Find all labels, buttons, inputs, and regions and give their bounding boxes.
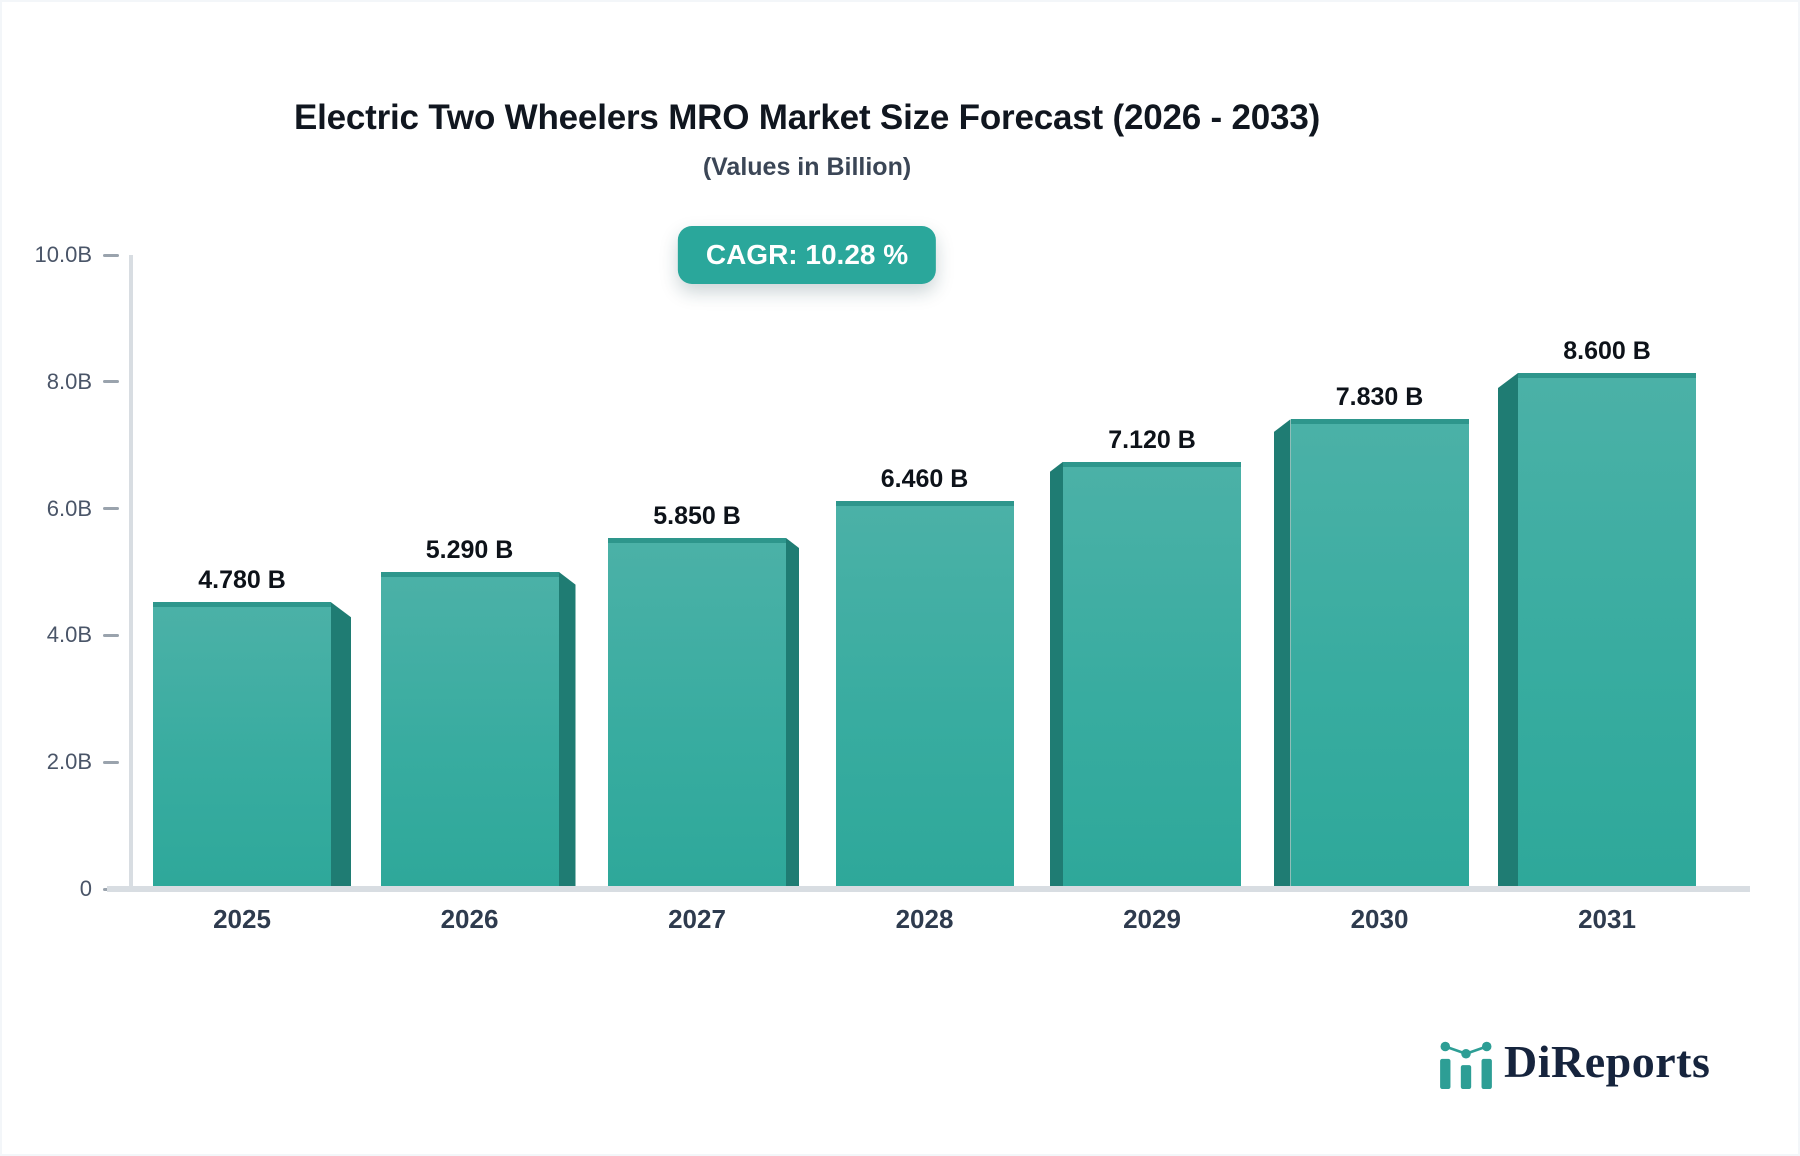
bar-2030: 7.830 B xyxy=(1273,383,1469,889)
y-tick-label: 6.0B xyxy=(46,495,92,521)
bar-chart-logo-icon xyxy=(1440,1041,1492,1089)
bar-2031: 8.600 B xyxy=(1498,337,1696,889)
y-tick-label: 2.0B xyxy=(46,749,92,775)
chart-subtitle: (Values in Billion) xyxy=(702,153,912,181)
bar-face xyxy=(1063,461,1241,889)
y-tick-mark xyxy=(103,253,119,257)
bar-2027: 5.850 B xyxy=(608,502,799,889)
x-tick-label-2031: 2031 xyxy=(1578,904,1636,934)
y-tick-mark xyxy=(103,633,119,637)
bar-value-label: 6.460 B xyxy=(880,465,969,494)
y-tick-mark xyxy=(103,760,119,764)
x-tick-label-2030: 2030 xyxy=(1350,904,1409,934)
cagr-badge: CAGR: 10.28 % xyxy=(677,226,937,284)
brand-logo-text: DiReports xyxy=(1504,1035,1711,1087)
bar-value-label: 4.780 B xyxy=(198,566,286,595)
bar-side-3d xyxy=(1273,419,1291,889)
bar-side-3d xyxy=(1050,461,1063,889)
bar-value-label: 7.120 B xyxy=(1108,425,1196,454)
bar-face xyxy=(608,538,786,889)
bar-value-label: 5.850 B xyxy=(653,502,741,530)
bar-face xyxy=(1290,419,1469,889)
bar-side-3d xyxy=(331,602,351,889)
bar-side-3d xyxy=(558,571,576,889)
bar-2026: 5.290 B xyxy=(380,536,576,889)
brand-logo: DiReports xyxy=(1437,1032,1710,1090)
bar-value-label: 7.830 B xyxy=(1335,383,1424,412)
x-tick-label-2025: 2025 xyxy=(213,904,271,934)
chart-title: Electric Two Wheelers MRO Market Size Fo… xyxy=(293,98,1321,137)
bar-value-label: 8.600 B xyxy=(1563,337,1651,365)
bar-face xyxy=(1518,373,1696,889)
x-tick-label-2029: 2029 xyxy=(1123,904,1181,934)
chart-header: Electric Two Wheelers MRO Market Size Fo… xyxy=(2,2,1612,182)
bar-face xyxy=(380,571,559,889)
y-axis-line xyxy=(129,255,133,892)
x-axis-baseline xyxy=(107,886,1750,892)
bar-2025: 4.780 B xyxy=(153,566,351,889)
y-tick-label: 0 xyxy=(79,876,92,901)
x-tick-label-2026: 2026 xyxy=(440,904,499,934)
bar-face xyxy=(835,501,1014,889)
y-tick-mark xyxy=(103,380,119,384)
y-tick-mark xyxy=(103,507,119,511)
bar-value-label: 5.290 B xyxy=(425,535,514,564)
y-tick-label: 4.0B xyxy=(46,622,92,648)
y-tick-label: 8.0B xyxy=(46,368,92,394)
bar-side-3d xyxy=(786,538,799,889)
bar-2029: 7.120 B xyxy=(1050,426,1241,889)
x-tick-label-2027: 2027 xyxy=(668,904,726,934)
bar-face xyxy=(153,602,331,889)
x-tick-label-2028: 2028 xyxy=(895,904,954,934)
y-tick-label: 10.0B xyxy=(34,242,93,267)
bar-2028: 6.460 B xyxy=(835,465,1014,889)
bar-side-3d xyxy=(1498,373,1518,889)
